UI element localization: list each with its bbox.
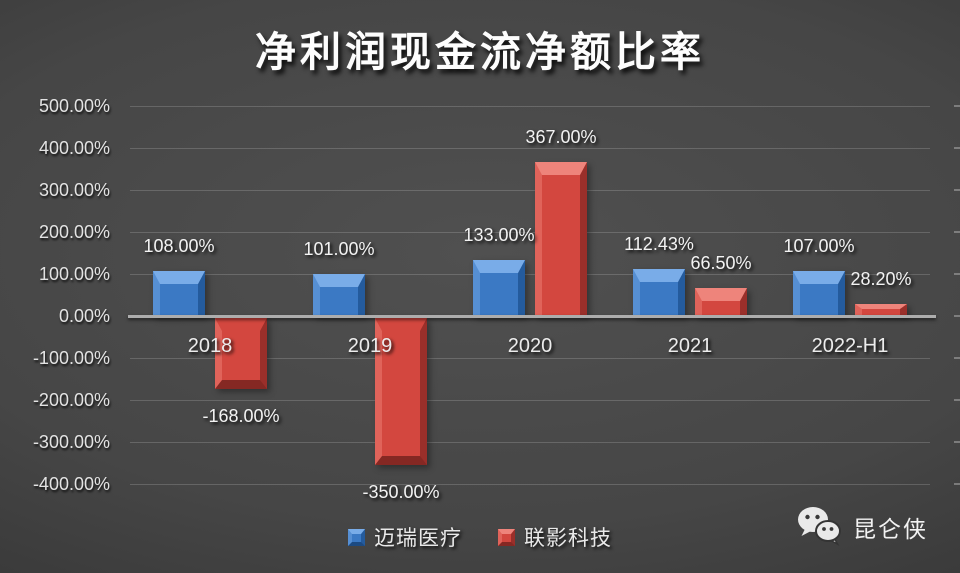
y-tick-label: -200.00%	[32, 390, 110, 410]
watermark-label: 昆仑侠	[853, 516, 928, 542]
y-tick-label: -300.00%	[32, 432, 110, 452]
gridline	[130, 400, 930, 401]
gridline	[130, 358, 930, 359]
data-label: 112.43%	[624, 234, 694, 254]
y-tick-label: 400.00%	[38, 138, 110, 158]
axis-edge-tick	[954, 147, 960, 149]
legend-label: 联影科技	[524, 526, 612, 550]
bar-联影科技-2022-H1	[855, 304, 907, 316]
axis-edge-tick	[954, 315, 960, 317]
axis-edge-tick	[954, 105, 960, 107]
data-label: -168.00%	[202, 406, 280, 426]
bar-联影科技-2019	[375, 318, 427, 465]
legend-item-0: 迈瑞医疗	[348, 522, 462, 552]
gridline	[130, 442, 930, 443]
axis-edge-tick	[954, 231, 960, 233]
axis-edge-tick	[954, 189, 960, 191]
gridline	[130, 274, 930, 275]
legend-label: 迈瑞医疗	[374, 526, 462, 550]
gridline	[130, 190, 930, 191]
bar-迈瑞医疗-2020	[473, 260, 525, 316]
y-tick-label: 0.00%	[58, 306, 110, 326]
bar-联影科技-2018	[215, 318, 267, 389]
category-label: 2018	[187, 335, 233, 357]
data-label: 108.00%	[143, 236, 215, 256]
zero-axis-line	[128, 315, 936, 318]
gridline	[130, 148, 930, 149]
gridline	[130, 484, 930, 485]
y-tick-label: 100.00%	[38, 264, 110, 284]
y-tick-label: 300.00%	[38, 180, 110, 200]
legend-swatch-icon	[498, 528, 515, 546]
wechat-icon	[797, 506, 843, 548]
legend-swatch-icon	[348, 528, 365, 546]
data-label: 367.00%	[525, 127, 597, 147]
axis-edge-tick	[954, 357, 960, 359]
data-label: 101.00%	[303, 239, 375, 259]
bar-迈瑞医疗-2022-H1	[793, 271, 845, 316]
legend-item-1: 联影科技	[498, 522, 612, 552]
axis-edge-tick	[954, 273, 960, 275]
bar-联影科技-2020	[535, 162, 587, 316]
gridline	[130, 232, 930, 233]
category-label: 2019	[347, 335, 393, 357]
bar-联影科技-2021	[695, 288, 747, 316]
category-label: 2022-H1	[811, 335, 889, 357]
data-label: 133.00%	[463, 225, 535, 245]
axis-edge-tick	[954, 441, 960, 443]
category-label: 2021	[667, 335, 713, 357]
y-tick-label: 500.00%	[38, 96, 110, 116]
y-tick-label: -400.00%	[32, 474, 110, 494]
chart-title: 净利润现金流净额比率	[255, 29, 705, 75]
axis-edge-tick	[954, 483, 960, 485]
data-label: 107.00%	[783, 236, 855, 256]
y-tick-label: 200.00%	[38, 222, 110, 242]
y-tick-label: -100.00%	[32, 348, 110, 368]
axis-edge-tick	[954, 399, 960, 401]
bar-迈瑞医疗-2018	[153, 271, 205, 316]
bar-迈瑞医疗-2019	[313, 274, 365, 316]
legend: 迈瑞医疗 联影科技	[0, 522, 960, 552]
bar-迈瑞医疗-2021	[633, 269, 685, 316]
watermark: 昆仑侠	[797, 506, 928, 548]
category-label: 2020	[507, 335, 553, 357]
data-label: 66.50%	[690, 253, 752, 273]
gridline	[130, 106, 930, 107]
data-label: 28.20%	[850, 269, 912, 289]
data-label: -350.00%	[362, 482, 440, 502]
